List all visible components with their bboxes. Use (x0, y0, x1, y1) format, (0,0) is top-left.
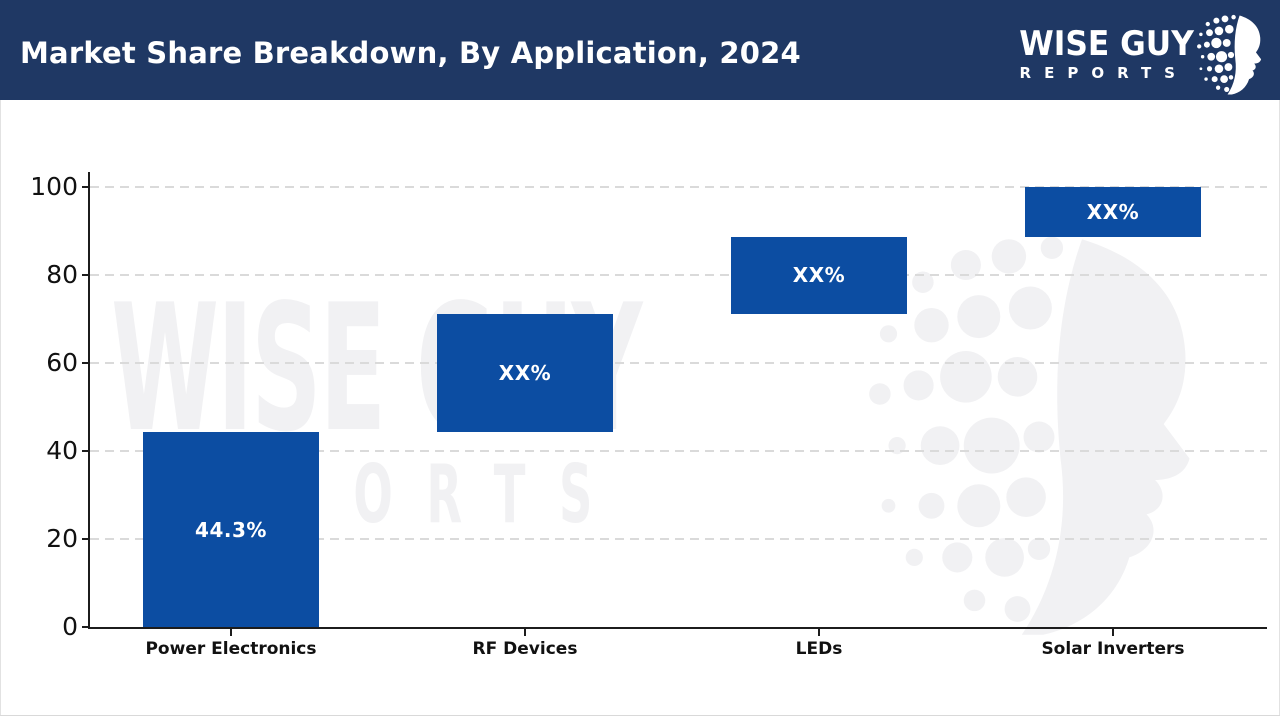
bar-value-label: XX% (498, 361, 552, 386)
y-axis-tick (82, 274, 90, 276)
bar-value-label: 44.3% (195, 517, 267, 542)
y-axis-tick (82, 450, 90, 452)
y-axis-tick (82, 362, 90, 364)
y-gridline (90, 186, 1267, 188)
x-axis-tick (818, 629, 820, 636)
wise-guy-head-icon (1197, 14, 1262, 95)
header-bar: Market Share Breakdown, By Application, … (0, 0, 1280, 100)
bar-segment: XX% (437, 314, 613, 433)
y-tick-label: 0 (62, 612, 78, 641)
x-axis-line (88, 627, 1267, 629)
y-tick-label: 20 (46, 524, 78, 553)
category-label: LEDs (795, 639, 843, 659)
y-tick-label: 80 (46, 260, 78, 289)
bar-chart: 0 20 40 60 80 100 44.3% Power Electronics XX% RF … (1, 100, 1280, 716)
x-axis-tick (230, 629, 232, 636)
bar-value-label: XX% (792, 263, 846, 288)
bar-segment: 44.3% (143, 432, 319, 627)
bar-segment: XX% (1025, 187, 1201, 237)
page-title: Market Share Breakdown, By Application, … (20, 36, 801, 70)
y-axis-tick (82, 538, 90, 540)
bottom-border (0, 715, 1280, 716)
y-gridline (90, 538, 1267, 540)
y-tick-label: 60 (46, 348, 78, 377)
x-axis-tick (1112, 629, 1114, 636)
wise-guy-logo: WISE GUY REPORTS (1019, 8, 1266, 95)
bar-segment: XX% (731, 236, 907, 315)
y-axis-line (88, 172, 90, 629)
x-axis-tick (524, 629, 526, 636)
y-gridline (90, 450, 1267, 452)
y-axis-tick (82, 626, 90, 628)
logo-subtext: REPORTS (1019, 64, 1188, 82)
y-axis-tick (82, 186, 90, 188)
bar-value-label: XX% (1086, 199, 1140, 224)
y-gridline (90, 274, 1267, 276)
category-label: Solar Inverters (1041, 639, 1185, 659)
wise-guy-head-icon (869, 236, 1190, 635)
chart-area: WISE GUY REPORTS 0 20 40 60 80 100 44.3% Power … (0, 100, 1280, 716)
y-gridline (90, 362, 1267, 364)
category-label: Power Electronics (145, 639, 317, 659)
category-label: RF Devices (472, 639, 578, 659)
y-tick-label: 40 (46, 436, 78, 465)
y-tick-label: 100 (30, 172, 78, 201)
logo-wordmark: WISE GUY (1019, 24, 1194, 64)
